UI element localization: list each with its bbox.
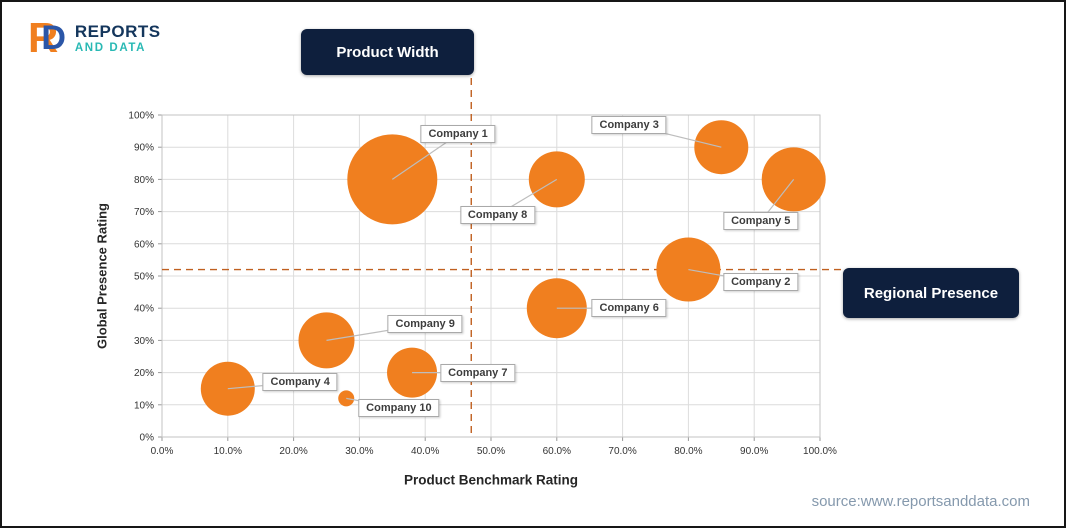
y-tick-label: 0% [140,433,155,444]
x-tick-label: 50.0% [477,446,505,457]
bubble-label-company-5: Company 5 [723,212,799,231]
y-tick-label: 70% [134,207,154,218]
bubble-label-company-9: Company 9 [387,315,463,334]
bubble-label-company-4: Company 4 [262,373,338,392]
brand-logo-text: REPORTS AND DATA [75,22,161,55]
x-tick-label: 100.0% [803,446,837,457]
y-tick-label: 50% [134,272,154,283]
regional-presence-callout: Regional Presence [843,268,1019,318]
y-tick-label: 80% [134,175,154,186]
bubble-label-company-2: Company 2 [723,273,799,292]
x-tick-label: 80.0% [674,446,702,457]
y-tick-label: 100% [128,111,154,122]
logo-letter-d: D [41,19,66,57]
bubble-label-company-10: Company 10 [358,399,440,418]
x-tick-label: 40.0% [411,446,439,457]
x-tick-label: 0.0% [151,446,174,457]
bubble-label-company-1: Company 1 [420,125,496,144]
bubble-label-company-8: Company 8 [459,205,536,224]
bubble-label-company-3: Company 3 [591,115,667,134]
brand-logo: R D REPORTS AND DATA [28,16,161,60]
x-tick-label: 90.0% [740,446,768,457]
brand-logo-icon: R D [28,16,66,60]
x-tick-label: 10.0% [214,446,242,457]
x-tick-label: 60.0% [543,446,571,457]
y-tick-label: 20% [134,368,154,379]
x-tick-label: 20.0% [279,446,307,457]
bubble-label-company-6: Company 6 [591,299,667,318]
plot-border [161,114,821,438]
y-tick-label: 60% [134,239,154,250]
x-axis-title: Product Benchmark Rating [403,472,579,488]
product-width-callout: Product Width [301,29,474,75]
y-tick-label: 90% [134,143,154,154]
y-tick-label: 30% [134,336,154,347]
x-tick-label: 30.0% [345,446,373,457]
brand-name-line1: REPORTS [74,21,161,41]
y-axis-title: Global Presence Rating [94,203,110,349]
bubble-label-company-7: Company 7 [440,363,516,382]
logo-letter-r: R [28,14,58,61]
source-attribution: source:www.reportsanddata.com [811,493,1030,510]
brand-name-line2: AND DATA [74,41,147,54]
y-tick-label: 10% [134,400,154,411]
y-tick-label: 40% [134,304,154,315]
x-tick-label: 70.0% [608,446,636,457]
